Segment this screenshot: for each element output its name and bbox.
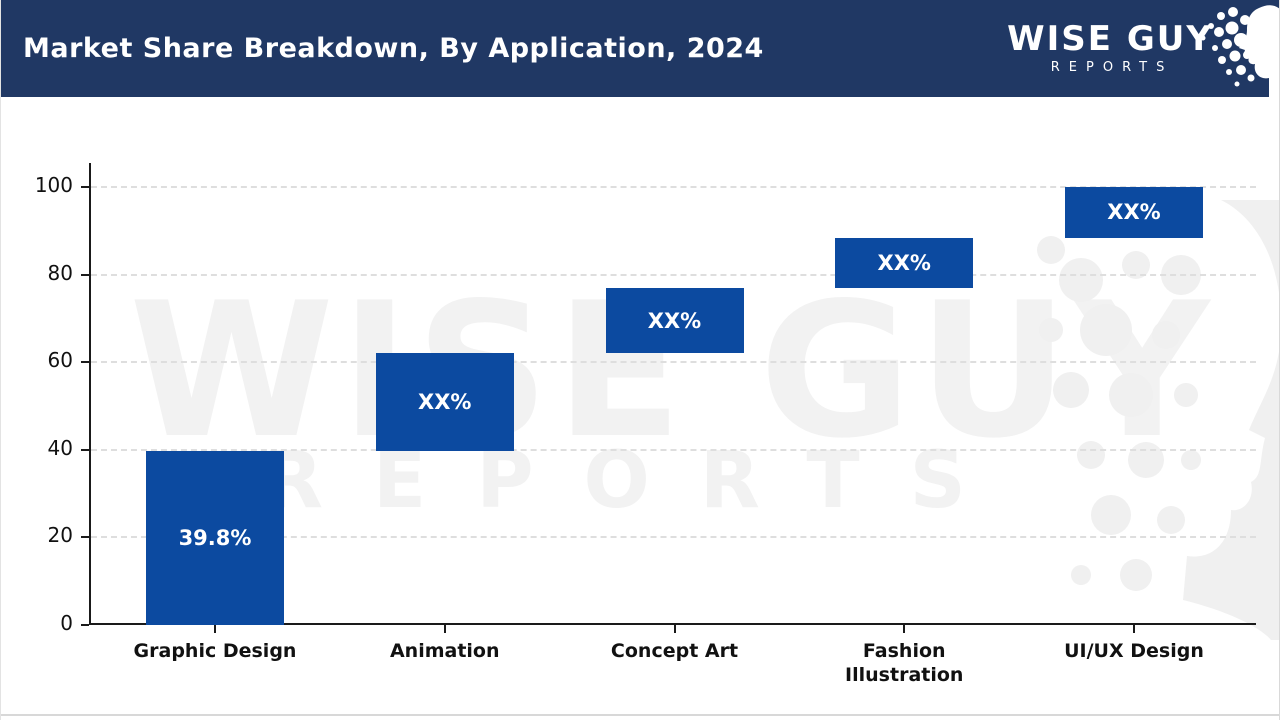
chart-plot-area: 0 20 40 60 80 100 39.8% Graphic Design XX% Animat… — [35, 163, 1256, 686]
gridline — [91, 273, 1256, 276]
gridline — [91, 536, 1256, 539]
bar-value-label: XX% — [418, 389, 472, 414]
y-axis-tick — [81, 448, 89, 451]
y-axis-tick — [81, 536, 89, 539]
x-axis-tick — [1133, 625, 1135, 633]
wiseguy-head-icon — [1200, 5, 1279, 97]
y-axis-tick — [81, 624, 89, 626]
gridline — [91, 361, 1256, 364]
y-axis-tick-label: 20 — [47, 523, 73, 548]
wiseguy-logo-text: WISE GUY REPORTS — [1007, 22, 1213, 75]
x-axis-label: Graphic Design — [133, 640, 297, 662]
header: Market Share Breakdown, By Application, … — [1, 0, 1279, 97]
y-axis-tick-label: 80 — [47, 260, 73, 285]
watermark-reports-text: REPORTS — [263, 436, 1016, 526]
x-axis-tick — [903, 625, 906, 633]
y-axis-tick — [81, 273, 89, 276]
gridline — [91, 448, 1256, 451]
bar-value-label: XX% — [647, 308, 702, 333]
y-axis-tick-label: 60 — [47, 348, 73, 373]
gridline — [91, 186, 1256, 188]
chart-bar: XX% — [1065, 187, 1203, 238]
chart-bar: XX% — [605, 288, 744, 353]
x-axis-tick — [673, 625, 676, 633]
x-axis-tick — [214, 625, 216, 633]
bar-value-label: XX% — [1107, 200, 1161, 225]
y-axis-tick — [81, 186, 89, 188]
x-axis-label: Animation — [389, 640, 500, 662]
chart-bar: XX% — [375, 353, 514, 451]
bar-value-label: 39.8% — [178, 525, 252, 550]
y-axis-tick-label: 40 — [47, 435, 73, 460]
chart-bar: XX% — [835, 237, 974, 289]
x-axis-label: Concept Art — [610, 640, 739, 662]
x-axis-tick — [443, 625, 446, 633]
y-axis-tick-label: 0 — [60, 611, 73, 635]
x-axis-label: UI/UX Design — [1064, 640, 1204, 662]
x-axis-label: Fashion Illustration — [845, 640, 964, 686]
chart-bar: 39.8% — [146, 450, 284, 625]
y-axis-tick-label: 100 — [34, 173, 73, 197]
bottom-divider — [1, 714, 1279, 716]
wiseguy-logo: WISE GUY REPORTS — [1007, 0, 1279, 97]
y-axis-tick — [81, 361, 89, 364]
wiseguy-logo-line1: WISE GUY — [1007, 19, 1213, 59]
bar-value-label: XX% — [877, 250, 931, 275]
page-title: Market Share Breakdown, By Application, … — [23, 33, 764, 64]
wiseguy-logo-line2: REPORTS — [1050, 60, 1174, 75]
